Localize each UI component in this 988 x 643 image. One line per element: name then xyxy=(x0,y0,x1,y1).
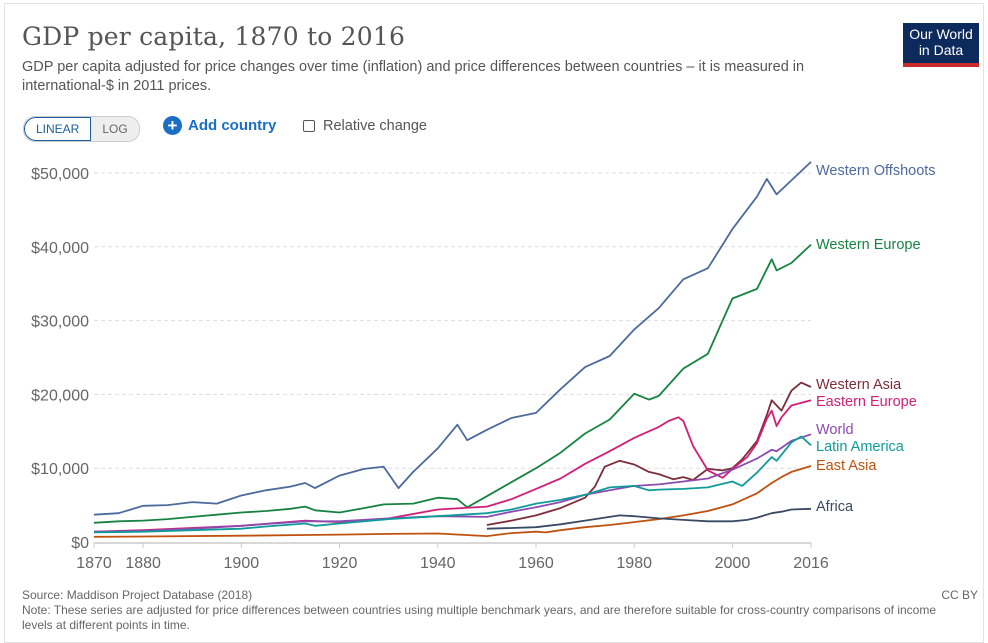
series-label-eastern-europe[interactable]: Eastern Europe xyxy=(816,394,917,410)
series-labels: Western Offshoots Western Europe Western A… xyxy=(816,163,936,515)
y-tick-label: $0 xyxy=(71,535,89,552)
series-line-world[interactable] xyxy=(93,433,812,533)
chart-subtitle: GDP per capita adjusted for price change… xyxy=(22,59,805,94)
series-line-western-offshoots[interactable] xyxy=(93,161,812,516)
checkbox-icon[interactable] xyxy=(303,120,315,132)
series-line-east-asia[interactable] xyxy=(93,465,812,538)
series-label-western-asia[interactable]: Western Asia xyxy=(816,377,902,393)
series-lines xyxy=(93,161,812,538)
y-tick-label: $50,000 xyxy=(31,166,89,183)
series-line-africa[interactable] xyxy=(486,507,812,530)
series-line-latin-america[interactable] xyxy=(93,435,812,534)
license-link[interactable]: CC BY xyxy=(941,588,978,602)
y-tick-label: $40,000 xyxy=(31,240,89,257)
x-tick-label: 1960 xyxy=(518,555,554,572)
x-tick-label: 1900 xyxy=(224,555,260,572)
series-label-latin-america[interactable]: Latin America xyxy=(816,439,905,455)
series-line-western-asia[interactable] xyxy=(486,381,812,526)
x-tick-label: 1940 xyxy=(420,555,456,572)
relative-change-label: Relative change xyxy=(323,118,427,134)
logo-line-2: in Data xyxy=(918,42,964,58)
scale-toggle: LINEAR LOG xyxy=(23,116,140,142)
x-tick-label: 1920 xyxy=(322,555,358,572)
linear-scale-button[interactable]: LINEAR xyxy=(24,117,92,141)
grid-lines xyxy=(94,172,811,469)
owid-logo[interactable]: Our World in Data xyxy=(903,23,979,67)
series-label-western-europe[interactable]: Western Europe xyxy=(816,237,921,253)
series-label-east-asia[interactable]: East Asia xyxy=(816,458,877,474)
add-country-label: Add country xyxy=(188,117,277,134)
logo-red-bar xyxy=(903,63,979,67)
x-tick-label: 1870 xyxy=(76,555,112,572)
series-label-world[interactable]: World xyxy=(816,422,854,438)
y-axis-ticks: $0 $10,000 $20,000 $30,000 $40,000 $50,000 xyxy=(31,166,89,552)
x-axis: 1870 1880 1900 1920 1940 1960 1980 2000 2016 xyxy=(76,542,829,572)
series-label-western-offshoots[interactable]: Western Offshoots xyxy=(816,163,936,179)
logo-line-1: Our World xyxy=(909,26,973,42)
y-tick-label: $20,000 xyxy=(31,387,89,404)
x-tick-label: 2000 xyxy=(715,555,751,572)
series-label-africa[interactable]: Africa xyxy=(816,499,854,515)
plus-circle-icon: + xyxy=(163,116,182,135)
y-tick-label: $10,000 xyxy=(31,461,89,478)
chart-footer: Source: Maddison Project Database (2018)… xyxy=(22,588,962,633)
add-country-button[interactable]: + Add country xyxy=(163,116,276,135)
relative-change-checkbox[interactable]: Relative change xyxy=(303,118,427,134)
chart-title: GDP per capita, 1870 to 2016 xyxy=(22,22,406,51)
note-text: Note: These series are adjusted for pric… xyxy=(22,603,937,632)
x-tick-label: 1880 xyxy=(125,555,161,572)
log-scale-button[interactable]: LOG xyxy=(91,117,139,141)
x-tick-label: 2016 xyxy=(793,555,829,572)
y-tick-label: $30,000 xyxy=(31,314,89,331)
series-line-western-europe[interactable] xyxy=(93,243,812,524)
source-text: Source: Maddison Project Database (2018) xyxy=(22,588,253,602)
x-tick-label: 1980 xyxy=(616,555,652,572)
